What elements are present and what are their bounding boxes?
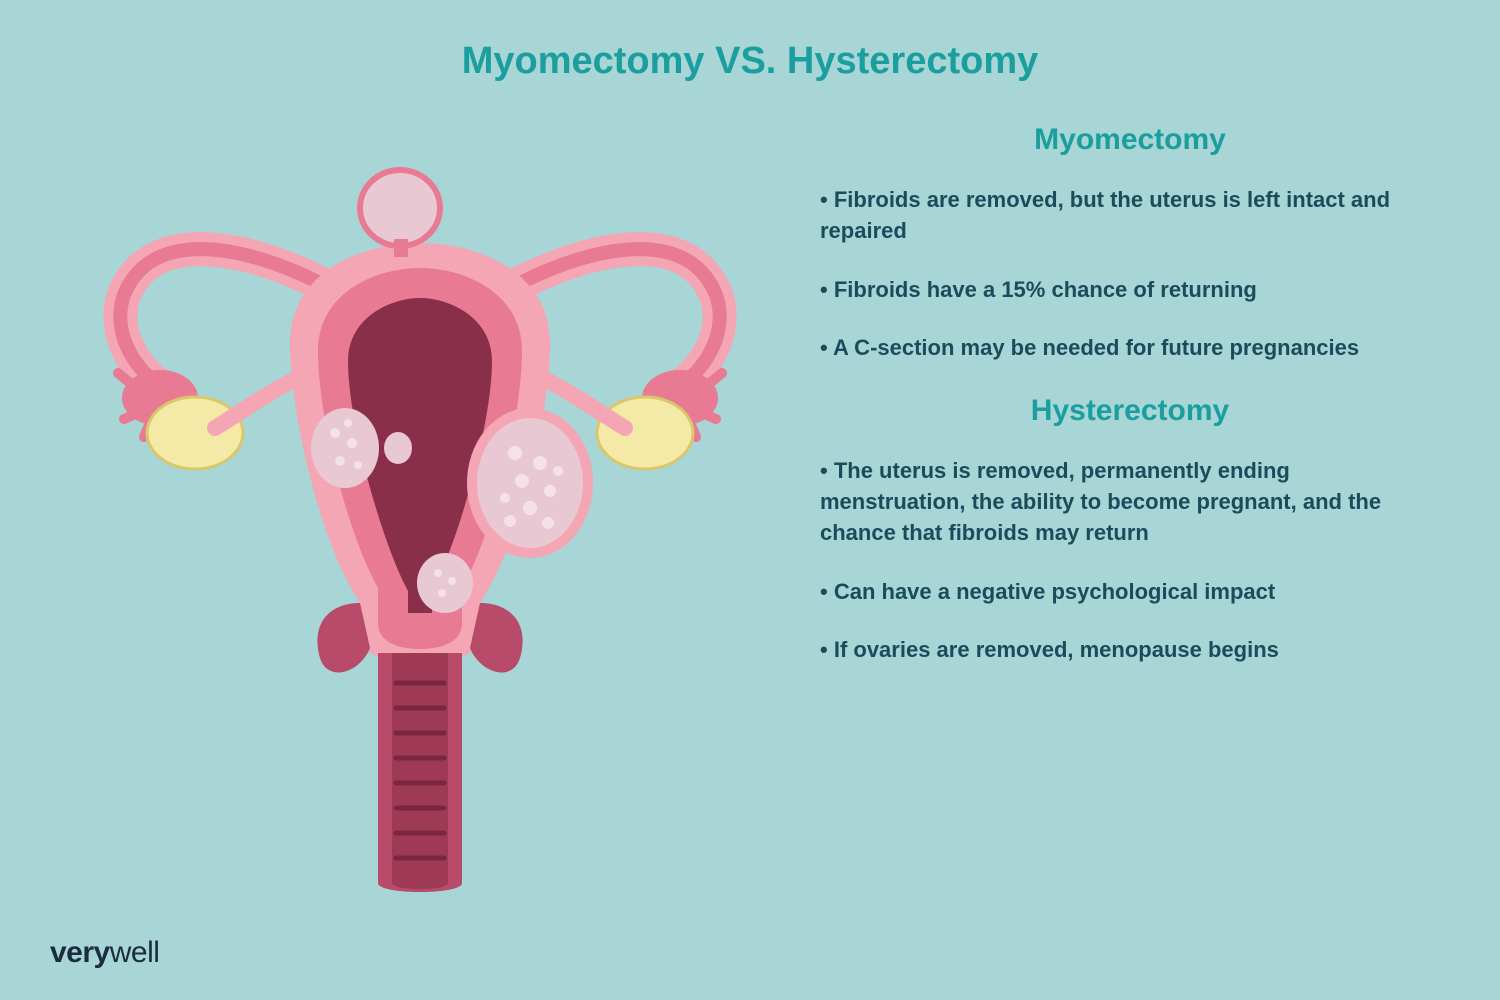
- hysterectomy-heading: Hysterectomy: [820, 394, 1440, 428]
- text-column: Myomectomy • Fibroids are removed, but t…: [820, 113, 1440, 694]
- myomectomy-bullet-3: • A C-section may be needed for future p…: [820, 333, 1440, 364]
- uterus-svg: [60, 113, 780, 893]
- uterus-illustration: [60, 113, 780, 893]
- hysterectomy-bullet-2: • Can have a negative psychological impa…: [820, 577, 1440, 608]
- brand-logo: verywell: [50, 936, 159, 970]
- page-title: Myomectomy VS. Hysterectomy: [60, 40, 1440, 83]
- myomectomy-bullet-1: • Fibroids are removed, but the uterus i…: [820, 185, 1440, 247]
- section-myomectomy: Myomectomy • Fibroids are removed, but t…: [820, 123, 1440, 364]
- section-hysterectomy: Hysterectomy • The uterus is removed, pe…: [820, 394, 1440, 666]
- hysterectomy-bullet-3: • If ovaries are removed, menopause begi…: [820, 635, 1440, 666]
- fibroid-right-big: [472, 413, 588, 553]
- myomectomy-bullet-2: • Fibroids have a 15% chance of returnin…: [820, 275, 1440, 306]
- content-row: Myomectomy • Fibroids are removed, but t…: [60, 113, 1440, 893]
- vaginal-canal: [378, 653, 462, 892]
- brand-bold: very: [50, 936, 110, 969]
- hysterectomy-bullet-1: • The uterus is removed, permanently end…: [820, 456, 1440, 548]
- brand-light: well: [110, 936, 160, 969]
- fibroid-left-cluster: [311, 408, 379, 488]
- myomectomy-heading: Myomectomy: [820, 123, 1440, 157]
